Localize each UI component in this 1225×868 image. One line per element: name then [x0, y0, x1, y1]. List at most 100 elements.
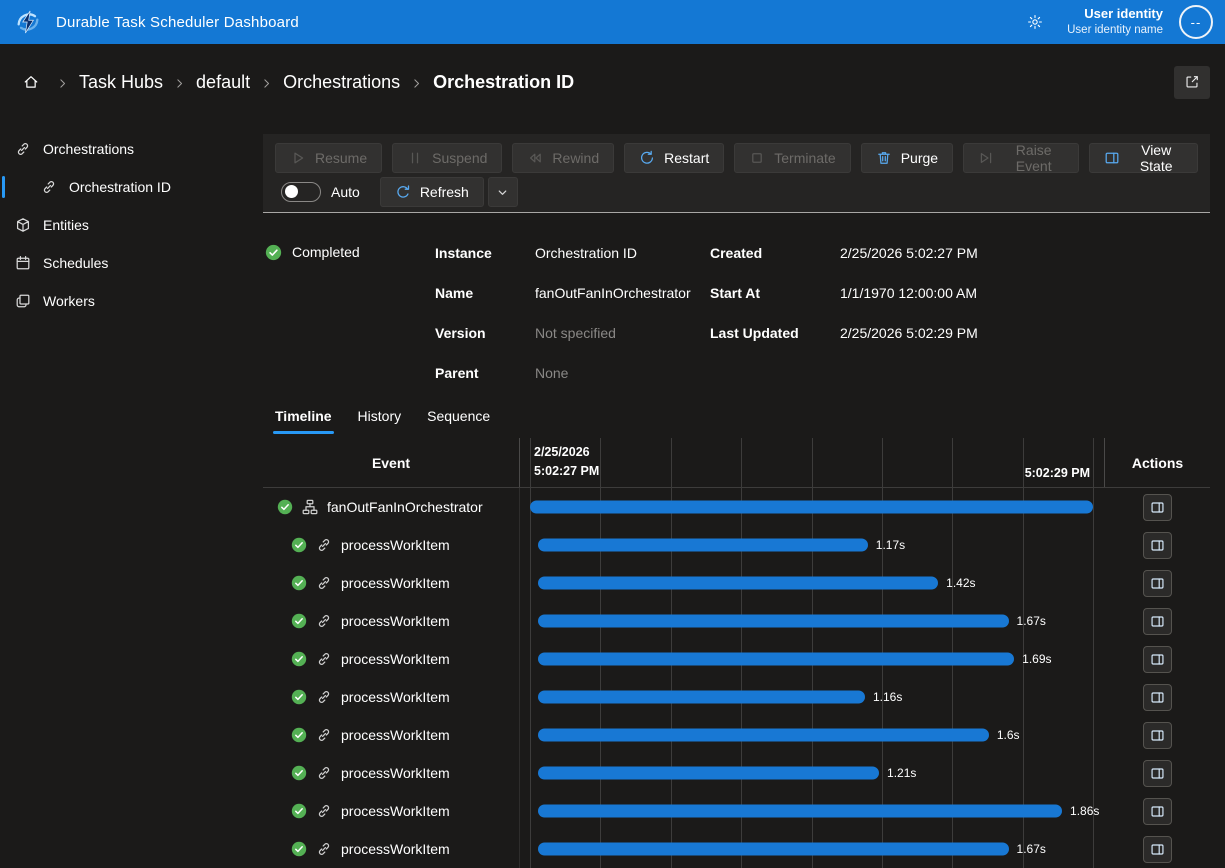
tab-timeline[interactable]: Timeline — [265, 401, 342, 434]
auto-toggle[interactable] — [281, 182, 321, 202]
duration-bar — [538, 538, 868, 552]
duration-bar — [538, 766, 880, 780]
view-state-action-button[interactable] — [1143, 607, 1172, 635]
tab-history[interactable]: History — [357, 408, 402, 424]
timeline-row: fanOutFanInOrchestrator — [263, 488, 1210, 526]
terminate-button[interactable]: Terminate — [734, 143, 851, 173]
sidebar-item-workers[interactable]: Workers — [0, 282, 240, 320]
duration-bar — [538, 652, 1015, 666]
actions-cell — [1105, 640, 1210, 678]
duration-label: 1.21s — [887, 766, 917, 780]
sidebar-item-label: Entities — [43, 217, 89, 233]
activity-icon — [316, 803, 332, 819]
detail-label: Version — [435, 325, 486, 341]
detail-row-name: Name fanOutFanInOrchestrator — [435, 273, 710, 313]
bar-area: 1.67s — [530, 602, 1093, 640]
restart-button[interactable]: Restart — [624, 143, 725, 173]
restart-icon — [639, 150, 655, 166]
auto-refresh-toggle-group: Auto — [275, 182, 366, 202]
bar-area: 1.17s — [530, 526, 1093, 564]
sidebar-item-schedules[interactable]: Schedules — [0, 244, 240, 282]
view-state-action-button[interactable] — [1143, 683, 1172, 711]
timeline-row: processWorkItem 1.16s — [263, 678, 1210, 716]
breadcrumb-item-orchestration-id[interactable]: Orchestration ID — [433, 71, 575, 92]
detail-row-parent: Parent None — [435, 353, 710, 393]
event-cell: processWorkItem — [263, 640, 520, 678]
button-label: Suspend — [432, 150, 488, 166]
duration-bar — [538, 842, 1009, 856]
view-state-action-button[interactable] — [1143, 493, 1172, 521]
breadcrumb: Task Hubs default Orchestrations Orchestrat… — [46, 72, 574, 93]
orchestration-details: Completed Instance Orchestration ID Name fa… — [263, 213, 1210, 399]
avatar[interactable]: -- — [1179, 5, 1213, 39]
rewind-button[interactable]: Rewind — [512, 143, 615, 173]
bar-area: 1.42s — [530, 564, 1093, 602]
tab-sequence[interactable]: Sequence — [427, 408, 491, 424]
top-bar: Durable Task Scheduler Dashboard User id… — [0, 0, 1225, 44]
timeline-row: processWorkItem 1.17s — [263, 526, 1210, 564]
detail-label: Created — [710, 245, 763, 261]
view-state-icon — [1150, 614, 1165, 629]
gear-icon — [1027, 14, 1043, 30]
view-state-action-button[interactable] — [1143, 759, 1172, 787]
event-name: processWorkItem — [341, 727, 450, 743]
app-logo-icon — [12, 6, 44, 38]
view-state-action-button[interactable] — [1143, 721, 1172, 749]
timeline-row: processWorkItem 1.67s — [263, 830, 1210, 868]
check-circle-icon — [291, 613, 307, 629]
detail-value: Not specified — [535, 325, 616, 341]
view-state-icon — [1150, 690, 1165, 705]
purge-button[interactable]: Purge — [860, 143, 954, 173]
home-icon — [23, 74, 39, 90]
user-identity-block: User identity User identity name — [1067, 5, 1163, 38]
home-button[interactable] — [16, 67, 46, 97]
duration-label: 1.17s — [875, 538, 906, 552]
duration-label: 1.86s — [1070, 804, 1100, 818]
bar-area: 1.21s — [530, 754, 1093, 792]
timeline-chart-cell: 1.67s — [520, 602, 1105, 640]
raise-event-button[interactable]: Raise Event — [963, 142, 1080, 174]
view-state-action-button[interactable] — [1143, 569, 1172, 597]
view-state-action-button[interactable] — [1143, 835, 1172, 863]
duration-label: 1.6s — [996, 728, 1020, 742]
cube-icon — [15, 217, 31, 233]
breadcrumb-item-task-hubs[interactable]: Task Hubs — [79, 71, 164, 92]
resume-button[interactable]: Resume — [275, 143, 383, 173]
duration-bar — [538, 614, 1009, 628]
view-state-action-button[interactable] — [1143, 645, 1172, 673]
view-state-icon — [1150, 576, 1165, 591]
settings-gear-button[interactable] — [1019, 6, 1051, 38]
view-state-action-button[interactable] — [1143, 531, 1172, 559]
event-name: processWorkItem — [341, 613, 450, 629]
button-label: Terminate — [774, 150, 836, 166]
activity-icon — [316, 765, 332, 781]
sidebar-item-entities[interactable]: Entities — [0, 206, 240, 244]
view-state-action-button[interactable] — [1143, 797, 1172, 825]
activity-icon — [316, 651, 332, 667]
axis-start-date: 2/25/2026 — [534, 445, 590, 459]
details-fields-right: Created 2/25/2026 5:02:27 PM Start At 1/1/1… — [710, 233, 978, 393]
app-title: Durable Task Scheduler Dashboard — [56, 13, 299, 31]
suspend-button[interactable]: Suspend — [392, 143, 503, 173]
sidebar-item-orchestrations[interactable]: Orchestrations — [0, 130, 240, 168]
share-button[interactable] — [1174, 65, 1210, 99]
refresh-dropdown-button[interactable] — [487, 177, 518, 207]
view-state-button[interactable]: View State — [1089, 142, 1198, 174]
check-circle-icon — [291, 803, 307, 819]
breadcrumb-item-default[interactable]: default — [196, 71, 251, 92]
main-area: Orchestrations Orchestration ID Entities Sc… — [0, 120, 1225, 868]
bar-area: 1.67s — [530, 830, 1093, 868]
actions-cell — [1105, 792, 1210, 830]
breadcrumb-item-orchestrations[interactable]: Orchestrations — [283, 71, 401, 92]
duration-bar — [538, 804, 1063, 818]
detail-row-instance: Instance Orchestration ID — [435, 233, 710, 273]
sidebar-item-orchestration-id[interactable]: Orchestration ID — [0, 168, 240, 206]
details-fields: Instance Orchestration ID Name fanOutFanInO… — [435, 233, 978, 393]
event-cell: processWorkItem — [263, 678, 520, 716]
timeline-row: processWorkItem 1.69s — [263, 640, 1210, 678]
event-name: processWorkItem — [341, 575, 450, 591]
refresh-button[interactable]: Refresh — [379, 177, 484, 207]
activity-icon — [316, 727, 332, 743]
activity-icon — [316, 537, 332, 553]
timeline-chart-cell: 1.86s — [520, 792, 1105, 830]
